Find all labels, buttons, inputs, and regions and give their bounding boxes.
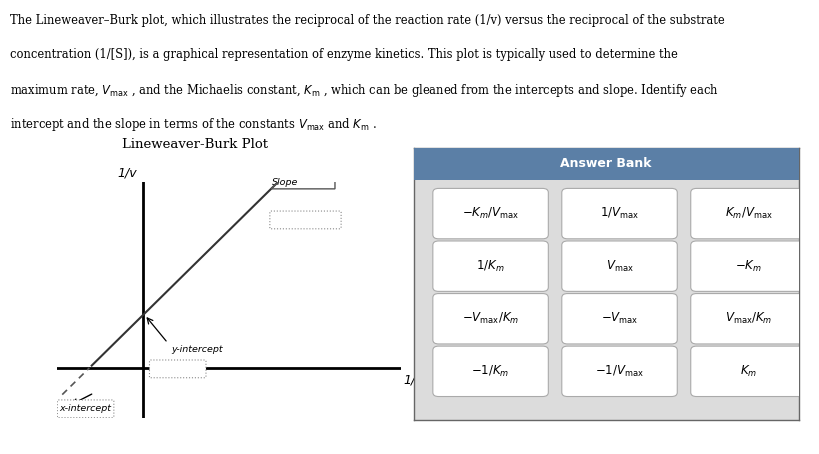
FancyBboxPatch shape — [562, 294, 677, 344]
Text: Answer Bank: Answer Bank — [560, 158, 652, 170]
Text: $V_{\mathrm{max}}$: $V_{\mathrm{max}}$ — [606, 259, 633, 274]
Text: $-1/V_{\mathrm{max}}$: $-1/V_{\mathrm{max}}$ — [595, 364, 644, 379]
Text: $K_m$: $K_m$ — [740, 364, 757, 379]
Text: x-intercept: x-intercept — [60, 405, 111, 413]
Text: Slope: Slope — [272, 178, 299, 187]
FancyBboxPatch shape — [432, 188, 549, 239]
FancyBboxPatch shape — [270, 211, 342, 229]
Text: 1/v: 1/v — [118, 167, 138, 180]
Text: $V_{\mathrm{max}}/K_m$: $V_{\mathrm{max}}/K_m$ — [725, 311, 772, 326]
Text: $K_m/V_{\mathrm{max}}$: $K_m/V_{\mathrm{max}}$ — [725, 206, 772, 221]
FancyBboxPatch shape — [690, 241, 806, 291]
Text: maximum rate, $V_{\mathrm{max}}$ , and the Michaelis constant, $K_{\mathrm{m}}$ : maximum rate, $V_{\mathrm{max}}$ , and t… — [10, 82, 718, 99]
Text: 1/[S]: 1/[S] — [404, 373, 433, 386]
FancyBboxPatch shape — [432, 294, 549, 344]
Text: $-1/K_m$: $-1/K_m$ — [472, 364, 509, 379]
Text: $1/K_m$: $1/K_m$ — [477, 259, 505, 274]
Text: The Lineweaver–Burk plot, which illustrates the reciprocal of the reaction rate : The Lineweaver–Burk plot, which illustra… — [10, 14, 725, 27]
Text: Lineweaver-Burk Plot: Lineweaver-Burk Plot — [122, 138, 268, 151]
Text: $-K_m/V_{\mathrm{max}}$: $-K_m/V_{\mathrm{max}}$ — [462, 206, 519, 221]
FancyBboxPatch shape — [562, 188, 677, 239]
FancyBboxPatch shape — [562, 346, 677, 396]
FancyBboxPatch shape — [150, 360, 206, 378]
FancyBboxPatch shape — [432, 241, 549, 291]
Text: $-K_m$: $-K_m$ — [735, 259, 762, 274]
FancyBboxPatch shape — [57, 400, 114, 418]
Text: intercept and the slope in terms of the constants $V_{\mathrm{max}}$ and $K_{\ma: intercept and the slope in terms of the … — [10, 116, 377, 133]
Text: concentration (1/[S]), is a graphical representation of enzyme kinetics. This pl: concentration (1/[S]), is a graphical re… — [10, 48, 677, 61]
FancyBboxPatch shape — [432, 346, 549, 396]
Text: y-intercept: y-intercept — [172, 345, 224, 354]
Text: $1/V_{\mathrm{max}}$: $1/V_{\mathrm{max}}$ — [600, 206, 639, 221]
FancyBboxPatch shape — [562, 241, 677, 291]
Text: $-V_{\mathrm{max}}/K_m$: $-V_{\mathrm{max}}/K_m$ — [462, 311, 519, 326]
FancyBboxPatch shape — [690, 294, 806, 344]
FancyBboxPatch shape — [690, 346, 806, 396]
Text: $-V_{\mathrm{max}}$: $-V_{\mathrm{max}}$ — [601, 311, 638, 326]
Bar — [414, 148, 799, 180]
FancyBboxPatch shape — [690, 188, 806, 239]
